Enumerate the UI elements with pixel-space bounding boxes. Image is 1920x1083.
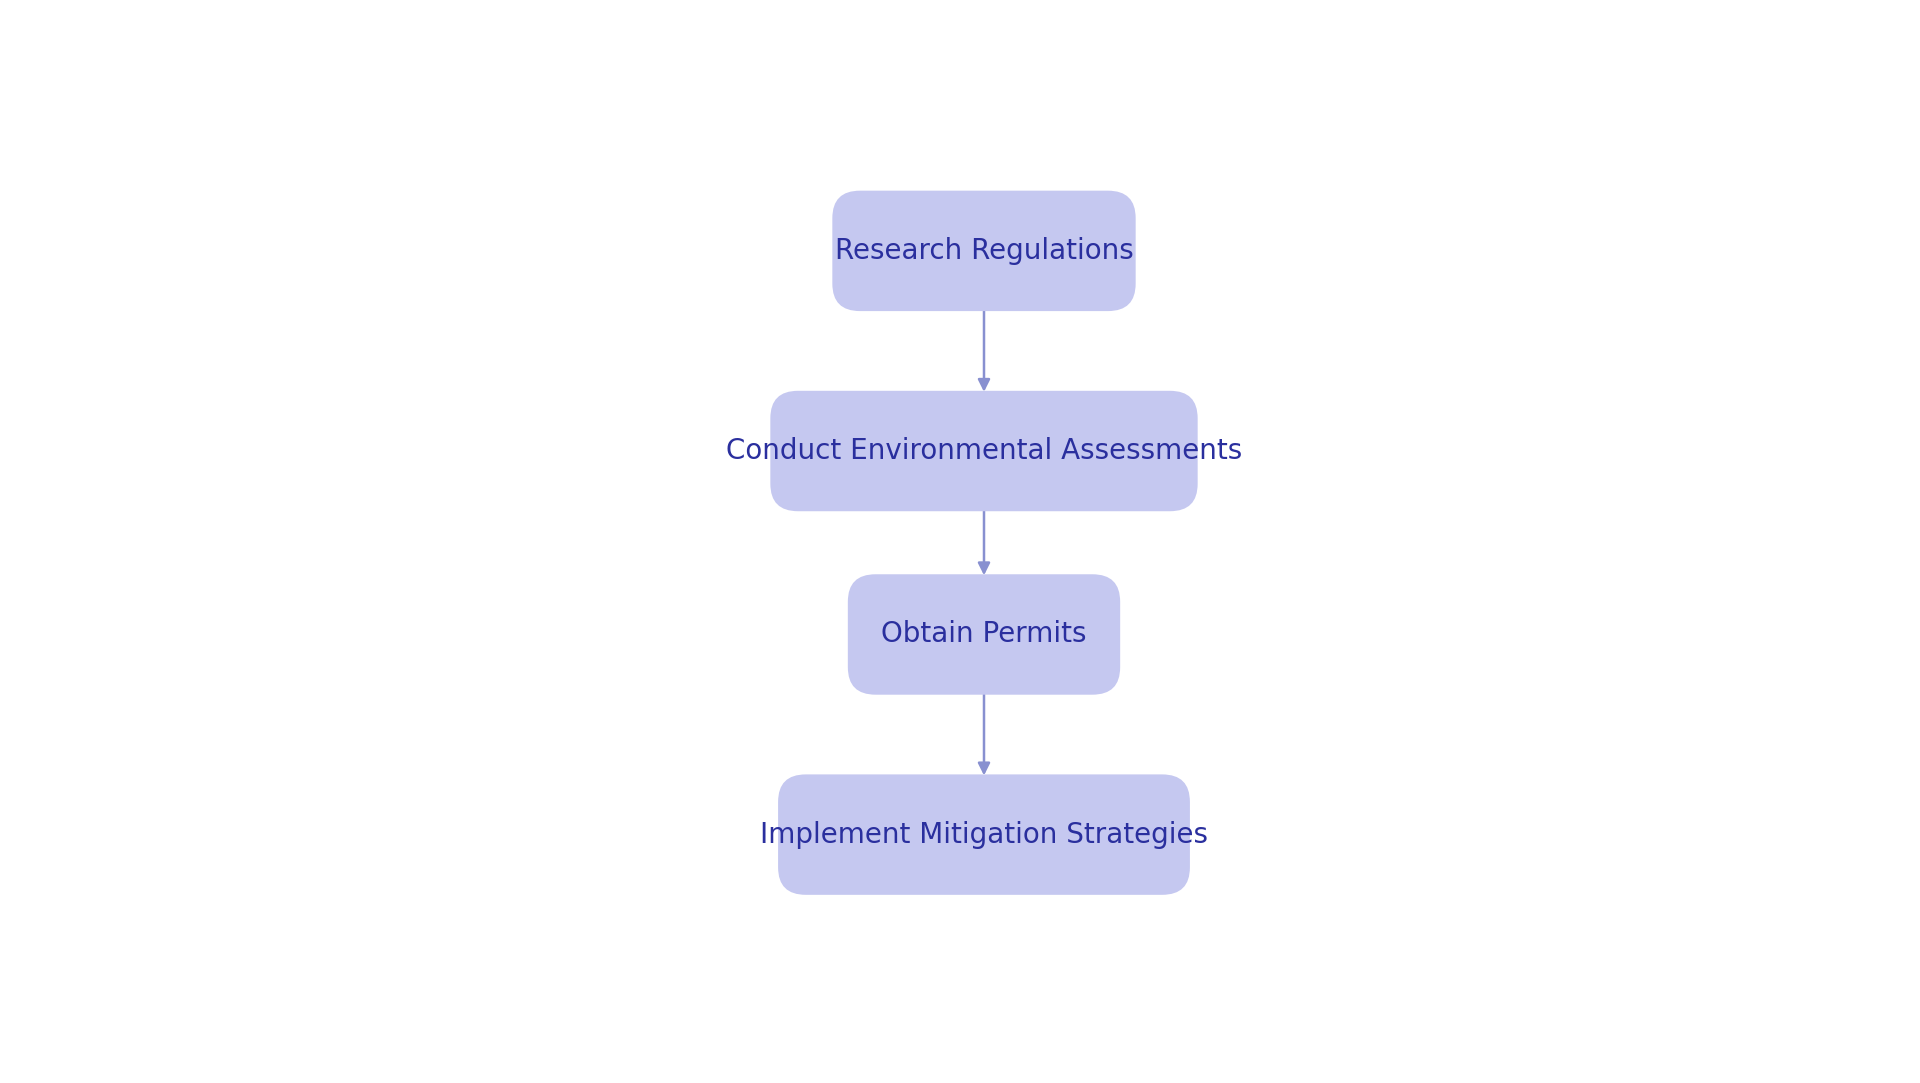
Text: Conduct Environmental Assessments: Conduct Environmental Assessments	[726, 438, 1242, 465]
FancyBboxPatch shape	[833, 191, 1135, 311]
FancyBboxPatch shape	[778, 774, 1190, 895]
Text: Obtain Permits: Obtain Permits	[881, 621, 1087, 649]
FancyBboxPatch shape	[770, 391, 1198, 511]
FancyBboxPatch shape	[849, 574, 1119, 694]
Text: Research Regulations: Research Regulations	[835, 237, 1133, 265]
Text: Implement Mitigation Strategies: Implement Mitigation Strategies	[760, 821, 1208, 849]
